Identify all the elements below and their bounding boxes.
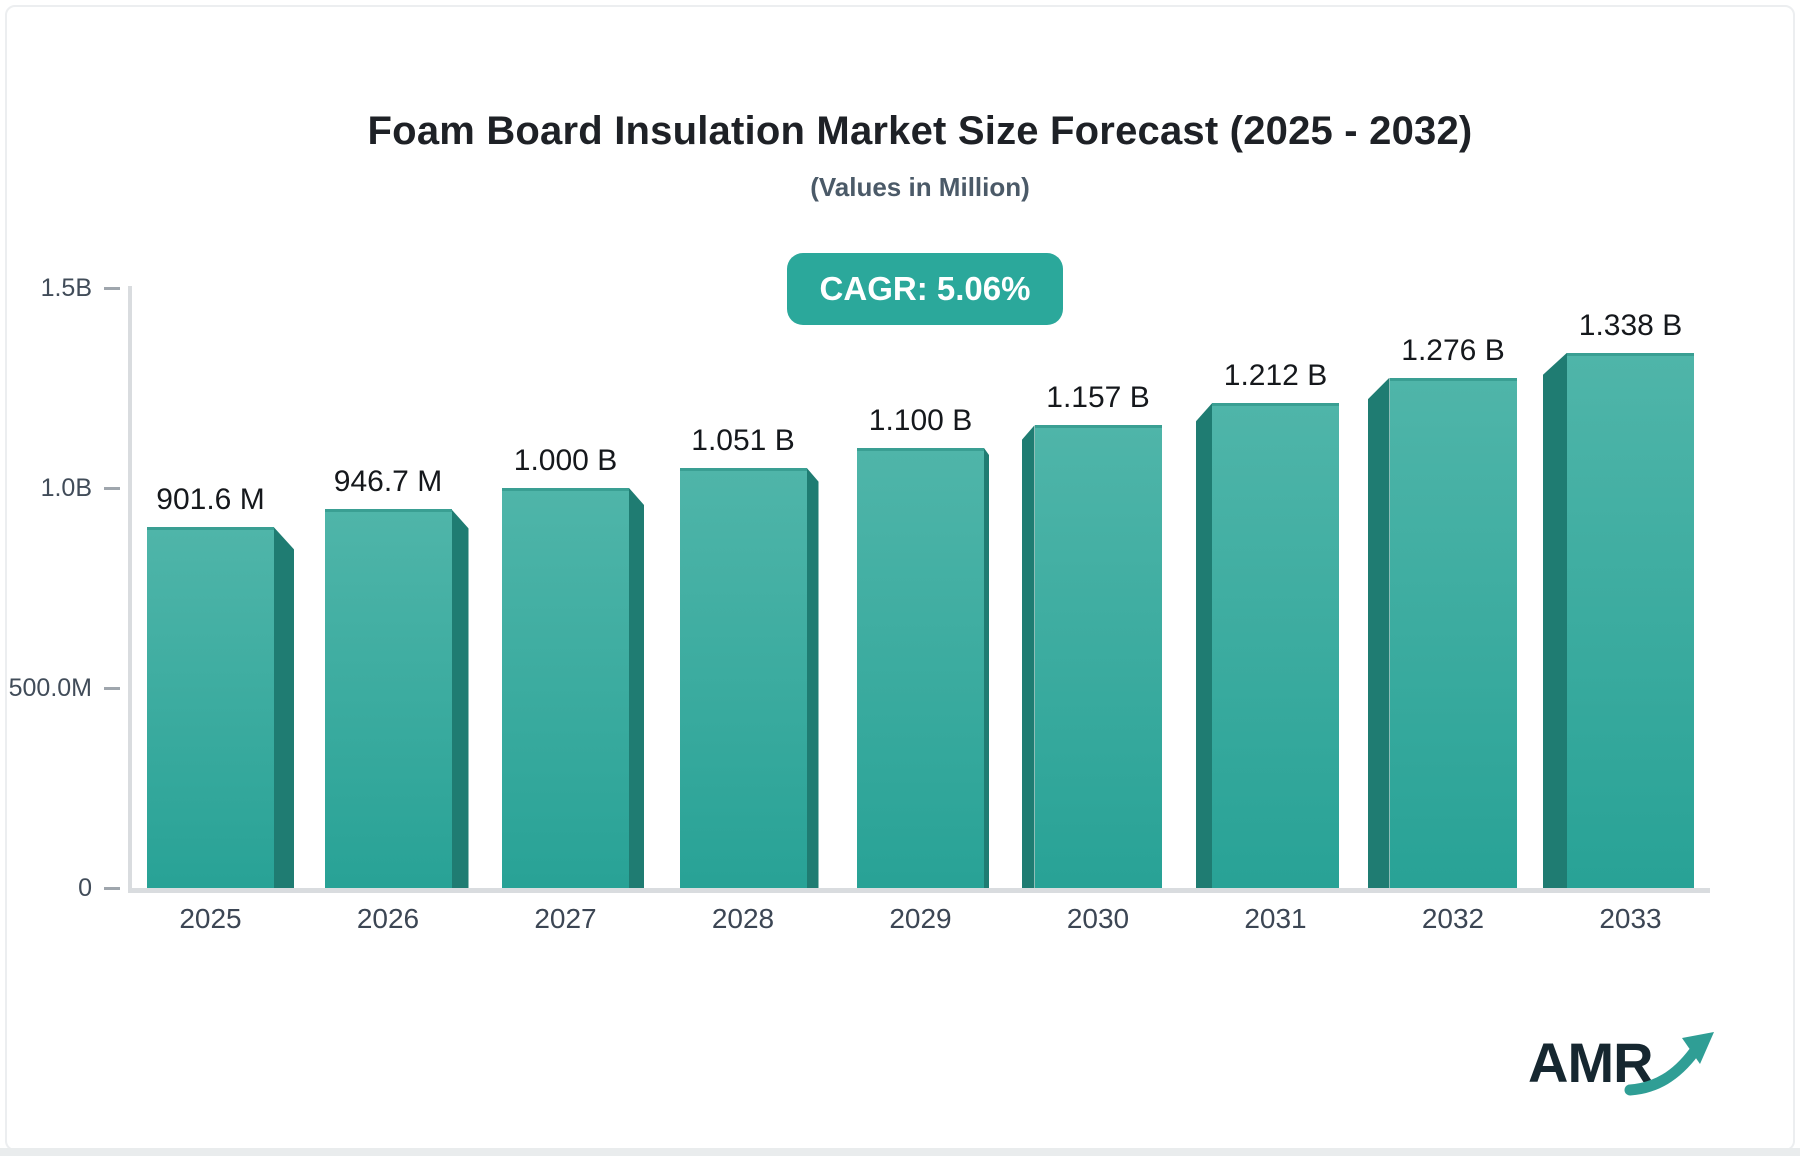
value-label-2032: 1.276 B — [1401, 333, 1505, 367]
chart-title: Foam Board Insulation Market Size Foreca… — [367, 109, 1473, 153]
year-label-2028: 2028 — [711, 903, 775, 934]
year-label-2033: 2033 — [1599, 903, 1662, 934]
bar-2027 — [502, 488, 629, 888]
value-label-2030: 1.157 B — [1046, 381, 1150, 415]
bar-2029 — [857, 448, 984, 888]
bar-side-2025 — [274, 527, 294, 888]
y-axis-tick-label: 0 — [78, 874, 92, 902]
bar-2026 — [324, 509, 452, 888]
y-axis-tick — [104, 286, 120, 290]
value-label-2028: 1.051 B — [691, 423, 795, 457]
year-label-2032: 2032 — [1421, 903, 1485, 934]
value-label-2027: 1.000 B — [513, 444, 618, 477]
bar-side-2029 — [984, 448, 989, 888]
amr-logo: AMR — [1528, 1030, 1728, 1110]
y-axis-tick-label: 500.0M — [8, 674, 92, 702]
y-axis-tick-label: 1.0B — [40, 474, 92, 502]
bar-side-2026 — [451, 509, 469, 888]
year-label-2031: 2031 — [1244, 903, 1307, 934]
page-bottom-edge — [0, 1148, 1800, 1156]
bar-side-2032 — [1367, 377, 1390, 888]
bar-2025 — [147, 527, 274, 888]
y-axis-tick — [104, 686, 120, 690]
bar-side-2030 — [1021, 425, 1035, 888]
y-axis-line — [128, 286, 132, 893]
bar-2031 — [1212, 403, 1339, 888]
bar-2033 — [1567, 352, 1694, 888]
amr-logo-text: AMR — [1528, 1031, 1654, 1094]
year-label-2030: 2030 — [1066, 903, 1130, 934]
cagr-badge: CAGR: 5.06% — [787, 253, 1063, 325]
value-label-2025: 901.6 M — [156, 483, 265, 517]
bar-side-2027 — [629, 488, 644, 888]
x-axis-line — [128, 888, 1710, 893]
year-label-2025: 2025 — [179, 903, 242, 934]
y-axis-tick — [104, 886, 120, 890]
chart-subtitle: (Values in Million) — [810, 172, 1030, 202]
value-label-2033: 1.338 B — [1578, 308, 1683, 342]
bar-2032 — [1389, 377, 1517, 888]
y-axis-tick-label: 1.5B — [40, 274, 92, 302]
bar-side-2028 — [806, 467, 819, 888]
value-label-2026: 946.7 M — [333, 465, 443, 499]
year-label-2026: 2026 — [356, 903, 420, 934]
bar-2028 — [679, 467, 807, 888]
year-label-2029: 2029 — [889, 903, 952, 934]
trending-up-arrow-icon — [1624, 1032, 1714, 1096]
bar-2030 — [1034, 425, 1162, 888]
y-axis-tick — [104, 486, 120, 490]
bar-side-2033 — [1543, 352, 1567, 888]
bar-side-2031 — [1196, 403, 1212, 888]
value-label-2029: 1.100 B — [868, 404, 973, 437]
value-label-2031: 1.212 B — [1223, 359, 1328, 393]
year-label-2027: 2027 — [534, 903, 597, 934]
